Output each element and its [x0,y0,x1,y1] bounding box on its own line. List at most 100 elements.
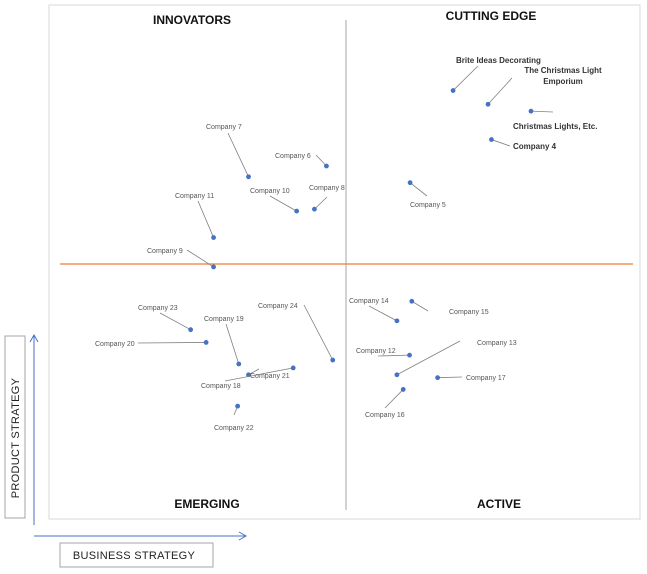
point-marker [407,180,413,186]
x-axis-arrow [34,531,248,541]
data-point-company-13: Company 13 [394,340,517,378]
point-marker [246,174,251,180]
data-point-company-23: Company 23 [138,305,194,333]
data-point-company-4: Company 4 [489,137,557,151]
data-point-the-christmas-light-emporium: The Christmas Light Emporium [485,66,602,107]
data-point-company-8: Company 8 [309,185,345,212]
leader-line [487,77,513,105]
leader-line [303,304,334,361]
point-marker [409,298,415,304]
leader-line [437,376,463,379]
point-label: Company 7 [206,124,242,131]
point-label: Company 16 [365,412,405,419]
data-point-company-15: Company 15 [409,298,489,316]
leader-line [384,389,404,409]
point-marker [485,101,491,107]
point-marker [203,340,209,345]
leader-line [368,305,398,322]
point-label: Company 23 [138,305,178,312]
point-marker [435,375,441,381]
leader-line [314,196,328,210]
point-label: Company 19 [204,316,244,323]
data-point-company-17: Company 17 [435,375,506,382]
data-point-christmas-lights-etc: Christmas Lights, Etc. [513,108,597,131]
point-label: Company 6 [275,153,311,160]
leader-line [224,367,294,382]
leader-line [452,65,479,91]
y-axis-label-box [4,335,26,519]
quadrant-title-active: ACTIVE [477,497,521,511]
point-marker [235,403,241,409]
point-label: Company 15 [449,309,489,316]
quadrant-title-cutting-edge: CUTTING EDGE [446,9,537,23]
leader-line [197,200,214,238]
data-point-company-20: Company 20 [95,340,209,348]
leader-line [186,249,214,268]
point-marker [211,264,216,270]
point-marker [394,318,400,324]
data-point-company-24: Company 24 [258,303,336,363]
leader-line [159,312,191,331]
point-label: The Christmas Light Emporium [524,66,602,86]
point-label: Company 9 [147,248,183,255]
data-point-company-5: Company 5 [407,180,446,209]
data-point-company-9: Company 9 [147,248,216,270]
point-label: Company 11 [175,193,214,200]
leader-line [409,182,428,197]
data-point-company-14: Company 14 [349,298,400,324]
point-label: Christmas Lights, Etc. [513,122,597,131]
point-label: Company 17 [466,375,506,382]
point-marker [290,365,296,371]
point-marker [324,163,329,169]
y-axis-arrow [29,333,39,525]
point-marker [211,235,216,240]
leader-line [227,132,249,177]
point-marker [450,88,456,93]
point-marker [312,206,317,212]
point-marker [489,137,494,142]
quadrant-title-innovators: INNOVATORS [153,13,231,27]
leader-line [530,110,554,113]
point-label: Company 10 [250,188,290,195]
data-point-company-11: Company 11 [175,193,216,240]
leader-line [396,340,461,376]
leader-line [377,354,410,357]
leader-line [225,323,240,365]
leader-line [411,300,429,312]
x-axis-label: BUSINESS STRATEGY [73,550,196,562]
point-marker [236,361,242,367]
point-marker [528,108,534,114]
quadrant-title-emerging: EMERGING [174,497,239,511]
point-marker [394,372,400,378]
point-marker [294,208,300,214]
point-label: Company 21 [250,373,290,380]
data-point-brite-ideas-decorating: Brite Ideas Decorating [450,56,541,93]
leader-line [315,154,327,167]
point-marker [400,387,406,392]
point-marker [188,327,194,333]
data-point-company-12: Company 12 [356,348,412,358]
point-label: Company 4 [513,142,557,151]
leader-line [137,342,207,344]
point-label: Company 12 [356,348,396,355]
point-marker [407,352,412,358]
point-label: Company 20 [95,341,135,348]
data-point-company-22: Company 22 [214,403,254,432]
point-label: Brite Ideas Decorating [456,56,541,65]
data-point-company-10: Company 10 [250,188,300,214]
point-label: Company 8 [309,185,345,192]
y-axis-label: PRODUCT STRATEGY [10,377,22,498]
point-label: Company 5 [410,202,446,209]
point-label: Company 24 [258,303,298,310]
x-axis-label-box [59,542,214,568]
data-point-company-7: Company 7 [206,124,251,180]
point-label: Company 18 [201,383,241,390]
leader-line [491,139,511,147]
data-point-company-6: Company 6 [275,153,329,169]
data-point-company-19: Company 19 [204,316,244,367]
leader-line [269,195,297,212]
point-label: Company 13 [477,340,517,347]
point-marker [330,357,336,363]
